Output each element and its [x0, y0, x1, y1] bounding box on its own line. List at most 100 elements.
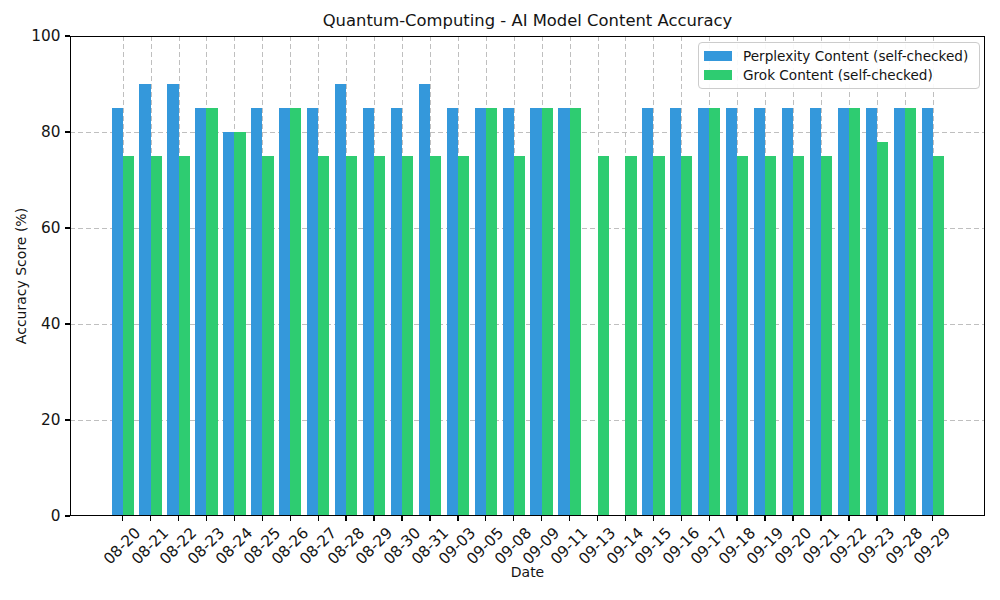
bar-perplexity-09-05	[475, 108, 486, 516]
y-tick-label: 0	[21, 507, 61, 525]
bar-perplexity-09-21	[810, 108, 821, 516]
x-tick	[178, 516, 179, 521]
bar-perplexity-09-15	[642, 108, 653, 516]
bar-grok-08-25	[262, 156, 273, 516]
bar-grok-09-09	[542, 108, 553, 516]
x-tick	[709, 516, 710, 521]
bar-grok-09-29	[933, 156, 944, 516]
bar-grok-09-21	[821, 156, 832, 516]
x-tick	[820, 516, 821, 521]
x-tick	[318, 516, 319, 521]
bar-grok-09-15	[653, 156, 664, 516]
y-tick-label: 40	[21, 315, 61, 333]
bar-perplexity-08-29	[363, 108, 374, 516]
bar-grok-09-28	[905, 108, 916, 516]
plot-area	[70, 36, 985, 516]
bar-perplexity-09-29	[922, 108, 933, 516]
x-tick	[429, 516, 430, 521]
bar-perplexity-09-09	[530, 108, 541, 516]
x-tick	[345, 516, 346, 521]
bar-grok-09-17	[709, 108, 720, 516]
x-tick	[625, 516, 626, 521]
x-tick	[206, 516, 207, 521]
y-tick-label: 80	[21, 123, 61, 141]
bar-perplexity-08-28	[335, 84, 346, 516]
x-tick	[457, 516, 458, 521]
y-tick-label: 20	[21, 411, 61, 429]
x-axis-label: Date	[70, 564, 985, 580]
bar-grok-09-22	[849, 108, 860, 516]
chart-title: Quantum-Computing - AI Model Content Acc…	[70, 11, 985, 30]
bar-grok-09-03	[458, 156, 469, 516]
bar-grok-09-05	[486, 108, 497, 516]
x-tick	[653, 516, 654, 521]
bar-grok-09-13	[598, 156, 609, 516]
bar-grok-09-11	[570, 108, 581, 516]
bar-perplexity-09-18	[726, 108, 737, 516]
bar-perplexity-09-16	[670, 108, 681, 516]
bar-grok-09-16	[681, 156, 692, 516]
figure: Quantum-Computing - AI Model Content Acc…	[0, 0, 1000, 600]
bar-perplexity-08-20	[112, 108, 123, 516]
x-tick	[569, 516, 570, 521]
x-tick	[736, 516, 737, 521]
bar-perplexity-09-17	[698, 108, 709, 516]
bar-grok-09-19	[765, 156, 776, 516]
bar-perplexity-09-11	[558, 108, 569, 516]
bar-perplexity-09-22	[838, 108, 849, 516]
bar-grok-09-08	[514, 156, 525, 516]
bar-perplexity-08-31	[419, 84, 430, 516]
bar-grok-08-22	[179, 156, 190, 516]
bar-grok-08-21	[151, 156, 162, 516]
x-tick	[681, 516, 682, 521]
y-tick	[65, 35, 70, 36]
legend-item-perplexity: Perplexity Content (self-checked)	[704, 47, 971, 66]
bar-grok-09-18	[737, 156, 748, 516]
x-tick	[541, 516, 542, 521]
x-tick	[848, 516, 849, 521]
bar-perplexity-08-25	[251, 108, 262, 516]
x-tick	[876, 516, 877, 521]
y-tick-label: 60	[21, 219, 61, 237]
y-tick	[65, 515, 70, 516]
x-tick	[764, 516, 765, 521]
bar-grok-08-23	[206, 108, 217, 516]
y-tick-label: 100	[21, 27, 61, 45]
x-tick	[262, 516, 263, 521]
x-tick	[150, 516, 151, 521]
bar-grok-08-24	[234, 132, 245, 516]
bar-grok-08-31	[430, 156, 441, 516]
x-tick	[932, 516, 933, 521]
legend-label-grok: Grok Content (self-checked)	[743, 67, 933, 83]
x-tick	[597, 516, 598, 521]
bar-grok-09-14	[625, 156, 636, 516]
x-tick	[401, 516, 402, 521]
x-tick	[485, 516, 486, 521]
x-tick	[904, 516, 905, 521]
bar-grok-08-30	[402, 156, 413, 516]
x-tick	[373, 516, 374, 521]
bar-perplexity-08-23	[195, 108, 206, 516]
bar-perplexity-09-19	[754, 108, 765, 516]
bar-grok-08-28	[346, 156, 357, 516]
bar-grok-08-26	[290, 108, 301, 516]
bar-perplexity-08-22	[167, 84, 178, 516]
bar-grok-09-20	[793, 156, 804, 516]
legend-swatch-perplexity	[704, 51, 732, 61]
x-tick	[122, 516, 123, 521]
bar-perplexity-08-24	[223, 132, 234, 516]
legend-item-grok: Grok Content (self-checked)	[704, 66, 971, 85]
x-tick	[234, 516, 235, 521]
bar-perplexity-09-23	[866, 108, 877, 516]
bar-perplexity-08-30	[391, 108, 402, 516]
bar-grok-08-20	[123, 156, 134, 516]
bar-grok-08-29	[374, 156, 385, 516]
legend: Perplexity Content (self-checked) Grok C…	[698, 42, 980, 89]
bar-perplexity-09-03	[447, 108, 458, 516]
bar-perplexity-08-27	[307, 108, 318, 516]
bar-perplexity-08-26	[279, 108, 290, 516]
x-tick	[290, 516, 291, 521]
bar-perplexity-08-21	[139, 84, 150, 516]
legend-label-perplexity: Perplexity Content (self-checked)	[743, 48, 968, 64]
x-tick	[792, 516, 793, 521]
